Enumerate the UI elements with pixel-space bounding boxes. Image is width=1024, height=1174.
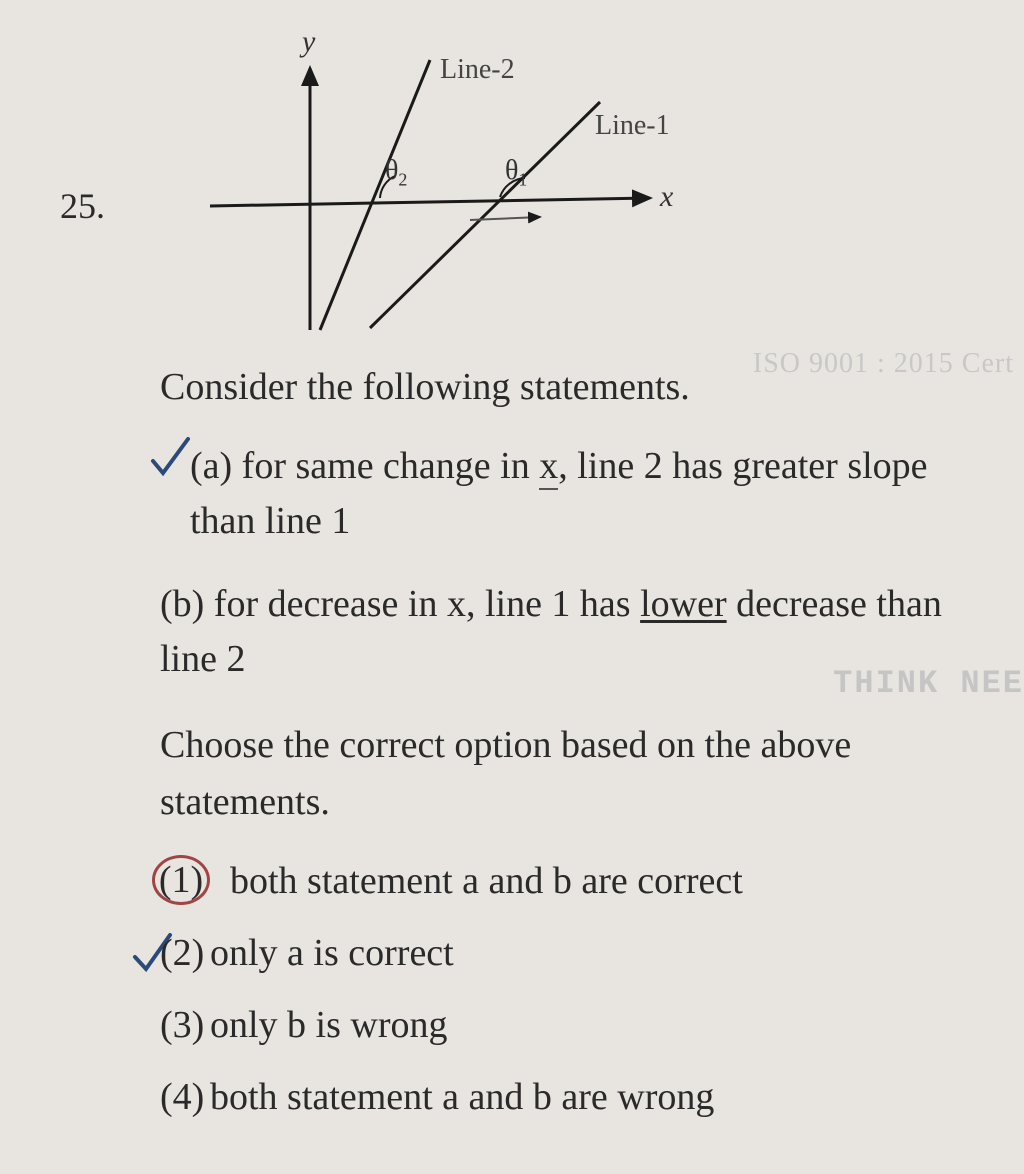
- y-axis-label: y: [302, 25, 315, 59]
- option-1: (1) both statement a and b are correct: [160, 859, 984, 903]
- stmt-a-x: x: [539, 445, 558, 487]
- line1-label: Line-1: [595, 110, 670, 142]
- option-2-text: only a is correct: [210, 932, 454, 974]
- option-4-num: (4): [160, 1075, 204, 1119]
- think-watermark: THINK NEE: [833, 665, 1024, 702]
- question-row: 25. y x Line-2 Line-1 θ2: [60, 30, 984, 350]
- question-number: 25.: [60, 185, 130, 227]
- choose-text: Choose the correct option based on the a…: [160, 717, 984, 831]
- option-4-text: both statement a and b are wrong: [210, 1076, 714, 1118]
- x-axis: [210, 198, 650, 206]
- question-body: Consider the following statements. (a) f…: [160, 365, 984, 1119]
- diagram: y x Line-2 Line-1 θ2 θ1: [170, 30, 730, 350]
- option-1-num: (1): [159, 858, 203, 902]
- option-1-circle: (1): [152, 855, 210, 905]
- x-axis-label: x: [660, 180, 673, 214]
- check-icon: [148, 431, 193, 486]
- option-3-num: (3): [160, 1003, 204, 1047]
- line-1: [370, 102, 600, 328]
- line2-label: Line-2: [440, 54, 515, 86]
- option-2: (2) only a is correct: [160, 931, 984, 975]
- option-3-text: only b is wrong: [210, 1004, 448, 1046]
- stmt-a-prefix: (a) for same change in: [190, 445, 539, 487]
- stmt-b-lower: lower: [640, 583, 727, 625]
- option-1-text: both statement a and b are correct: [230, 860, 743, 902]
- theta2-label: θ2: [385, 155, 407, 191]
- iso-watermark: ISO 9001 : 2015 Cert: [753, 348, 1014, 380]
- line-2: [320, 60, 430, 330]
- statement-a: (a) for same change in x, line 2 has gre…: [160, 439, 984, 549]
- option-4: (4) both statement a and b are wrong: [160, 1075, 984, 1119]
- theta1-label: θ1: [505, 155, 527, 191]
- stmt-b-prefix: (b) for decrease in x, line 1 has: [160, 583, 640, 625]
- option-2-num: (2): [160, 931, 204, 975]
- option-3: (3) only b is wrong: [160, 1003, 984, 1047]
